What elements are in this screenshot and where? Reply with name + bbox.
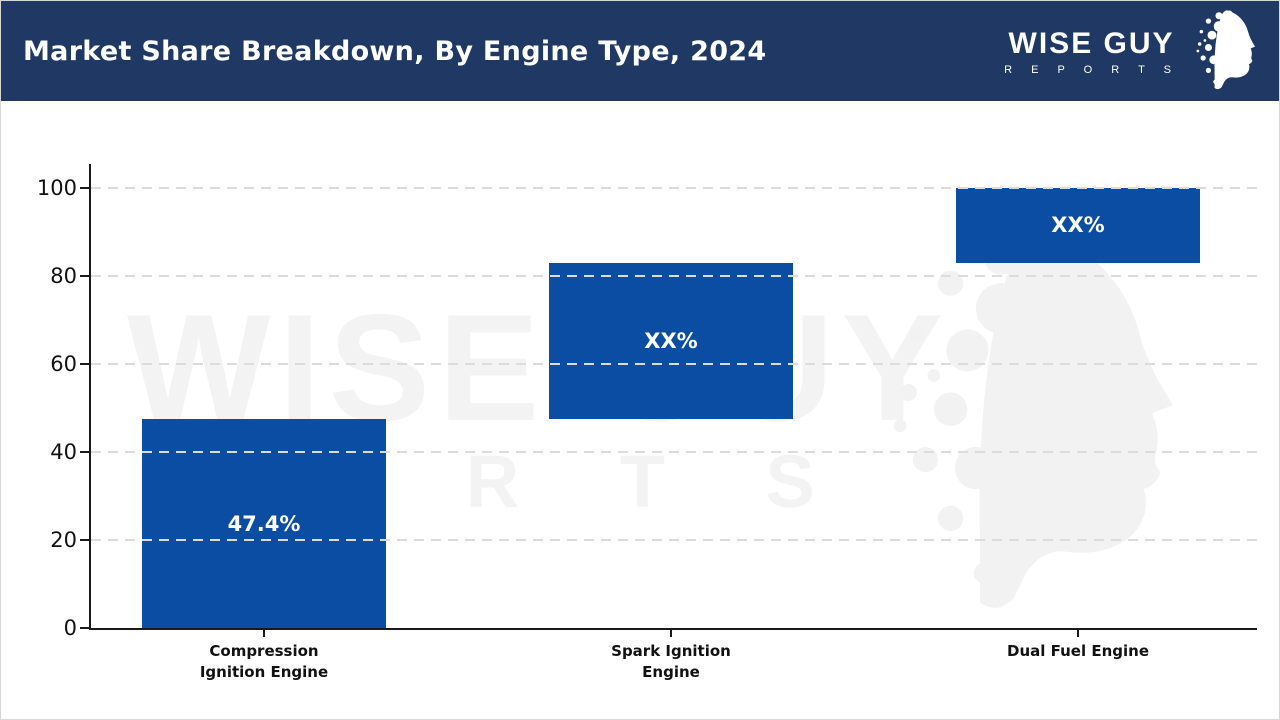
y-axis-line <box>89 164 91 630</box>
header: Market Share Breakdown, By Engine Type, … <box>1 1 1279 101</box>
page-title: Market Share Breakdown, By Engine Type, … <box>23 35 767 67</box>
x-category-label-1: Spark Ignition Engine <box>611 642 731 681</box>
x-tick-mark-1 <box>670 630 672 637</box>
y-tick-mark-40 <box>80 451 89 453</box>
wiseguy-head-icon <box>1196 10 1256 90</box>
y-tick-label-60: 60 <box>50 352 77 376</box>
bar-value-label-1: XX% <box>644 329 698 354</box>
bar-value-label-2: XX% <box>1051 213 1105 238</box>
x-category-label-2: Dual Fuel Engine <box>1007 642 1149 660</box>
y-tick-label-20: 20 <box>50 528 77 552</box>
y-tick-mark-80 <box>80 275 89 277</box>
y-tick-label-80: 80 <box>50 264 77 288</box>
y-tick-mark-60 <box>80 363 89 365</box>
y-tick-mark-100 <box>80 187 89 189</box>
y-tick-label-100: 100 <box>36 176 77 200</box>
logo-subtitle: R E P O R T S <box>1004 63 1179 76</box>
y-tick-mark-20 <box>80 539 89 541</box>
y-tick-label-40: 40 <box>50 440 77 464</box>
x-category-label-0: Compression Ignition Engine <box>199 642 329 681</box>
gridline-40 <box>91 451 1257 453</box>
plot-area: 47.4% XX% XX% <box>89 187 1257 628</box>
y-tick-mark-0 <box>80 627 89 629</box>
x-tick-mark-0 <box>263 630 265 637</box>
gridline-100 <box>91 187 1257 189</box>
bar-0: 47.4% <box>142 419 386 628</box>
logo-text: WISE GUY R E P O R T S <box>1004 27 1179 76</box>
x-tick-mark-2 <box>1077 630 1079 637</box>
chart-canvas: WISE GUY P O R T S 47.4% XX% XX% 0 20 40 60 80… <box>1 101 1279 719</box>
gridline-60 <box>91 363 1257 365</box>
logo-wordmark: WISE GUY <box>1008 26 1175 60</box>
gridline-80 <box>91 275 1257 277</box>
bar-1: XX% <box>549 262 793 420</box>
gridline-20 <box>91 539 1257 541</box>
x-axis-line <box>89 628 1257 630</box>
y-tick-label-0: 0 <box>63 616 77 640</box>
bar-value-label-0: 47.4% <box>227 511 301 536</box>
wiseguy-logo: WISE GUY R E P O R T S <box>1004 7 1263 95</box>
bar-2: XX% <box>956 188 1200 263</box>
